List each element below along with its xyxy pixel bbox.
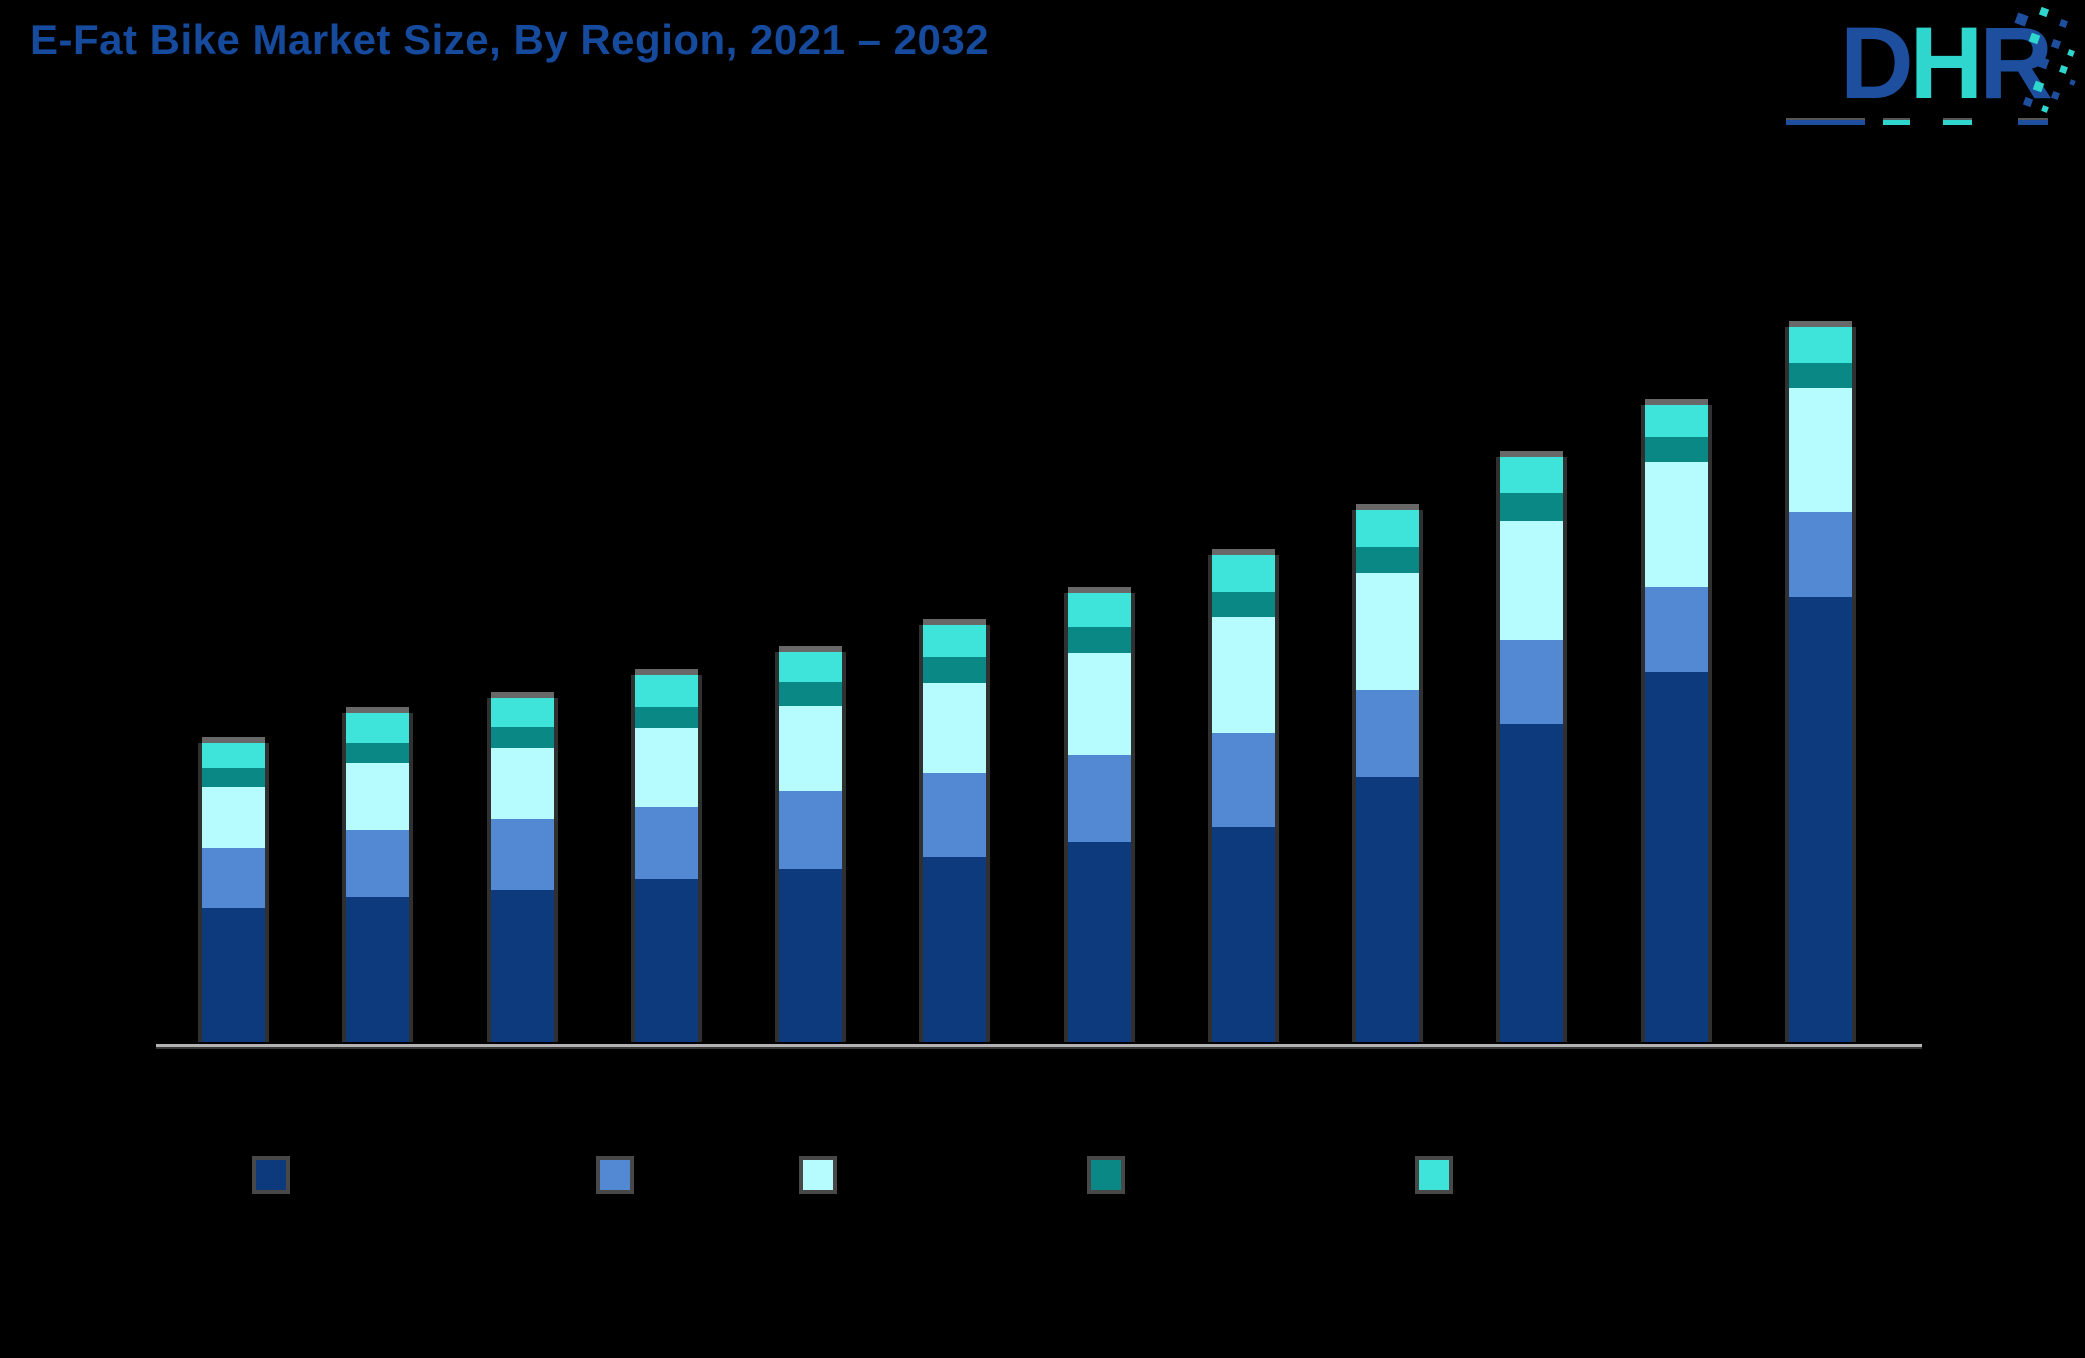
segment-series-pale-cyan-2030 <box>1500 521 1563 640</box>
logo-letter-d: D <box>1840 6 1914 120</box>
bar-2026 <box>923 625 986 1042</box>
logo-underline-segment <box>1883 120 1910 125</box>
segment-series-pale-cyan-2032 <box>1789 388 1852 512</box>
segment-series-teal-2028 <box>1212 592 1275 617</box>
segment-series-teal-2025 <box>779 682 842 706</box>
segment-series-pale-cyan-2021 <box>202 787 265 848</box>
bar-2023 <box>491 698 554 1042</box>
segment-series-pale-cyan-2024 <box>635 728 698 807</box>
segment-series-cornflower-2030 <box>1500 640 1563 724</box>
segment-series-turquoise-2026 <box>923 625 986 657</box>
segment-series-navy-2028 <box>1212 827 1275 1042</box>
segment-series-cornflower-2024 <box>635 807 698 879</box>
segment-series-navy-2029 <box>1356 777 1419 1042</box>
segment-series-navy-2032 <box>1789 597 1852 1042</box>
bar-2027 <box>1068 593 1131 1042</box>
segment-series-teal-2022 <box>346 743 409 763</box>
segment-series-teal-2021 <box>202 768 265 787</box>
bar-2030 <box>1500 457 1563 1042</box>
segment-series-pale-cyan-2022 <box>346 763 409 830</box>
segment-series-pale-cyan-2026 <box>923 683 986 773</box>
segment-series-teal-2032 <box>1789 363 1852 388</box>
segment-series-navy-2031 <box>1645 672 1708 1042</box>
segment-series-turquoise-2027 <box>1068 593 1131 627</box>
segment-series-turquoise-2031 <box>1645 405 1708 437</box>
x-axis-line <box>156 1044 1922 1047</box>
segment-series-cornflower-2026 <box>923 773 986 857</box>
segment-series-navy-2030 <box>1500 724 1563 1042</box>
segment-series-teal-2024 <box>635 707 698 728</box>
dhr-logo-letters: DHR <box>1840 6 2053 120</box>
segment-series-turquoise-2032 <box>1789 327 1852 363</box>
segment-series-cornflower-2025 <box>779 791 842 869</box>
segment-series-navy-2023 <box>491 890 554 1042</box>
segment-series-navy-2022 <box>346 897 409 1042</box>
segment-series-navy-2026 <box>923 857 986 1042</box>
segment-series-pale-cyan-2029 <box>1356 573 1419 690</box>
bar-2025 <box>779 652 842 1042</box>
segment-series-cornflower-2022 <box>346 830 409 897</box>
segment-series-cornflower-2028 <box>1212 733 1275 827</box>
segment-series-turquoise-2022 <box>346 713 409 743</box>
segment-series-turquoise-2029 <box>1356 510 1419 547</box>
segment-series-pale-cyan-2031 <box>1645 462 1708 587</box>
segment-series-teal-2029 <box>1356 547 1419 573</box>
dhr-logo: DHR <box>1786 6 2085 138</box>
segment-series-pale-cyan-2025 <box>779 706 842 791</box>
segment-series-pale-cyan-2027 <box>1068 653 1131 755</box>
segment-series-pale-cyan-2023 <box>491 748 554 819</box>
bar-2032 <box>1789 327 1852 1042</box>
segment-series-teal-2026 <box>923 657 986 683</box>
logo-letter-h: H <box>1909 6 1984 120</box>
legend-swatch-4 <box>1091 1160 1121 1190</box>
chart-title: E-Fat Bike Market Size, By Region, 2021 … <box>30 16 990 63</box>
segment-series-turquoise-2023 <box>491 698 554 727</box>
segment-series-cornflower-2031 <box>1645 587 1708 672</box>
segment-series-navy-2024 <box>635 879 698 1042</box>
bar-2028 <box>1212 555 1275 1042</box>
logo-underline-segment <box>1943 120 1972 125</box>
bar-2031 <box>1645 405 1708 1042</box>
segment-series-cornflower-2021 <box>202 848 265 908</box>
segment-series-navy-2021 <box>202 908 265 1042</box>
segment-series-teal-2027 <box>1068 627 1131 653</box>
bar-2021 <box>202 743 265 1042</box>
segment-series-cornflower-2027 <box>1068 755 1131 842</box>
segment-series-teal-2023 <box>491 727 554 748</box>
segment-series-pale-cyan-2028 <box>1212 617 1275 733</box>
segment-series-turquoise-2030 <box>1500 457 1563 493</box>
segment-series-teal-2030 <box>1500 493 1563 521</box>
bar-2029 <box>1356 510 1419 1042</box>
segment-series-teal-2031 <box>1645 437 1708 462</box>
segment-series-navy-2025 <box>779 869 842 1042</box>
logo-underline-segment <box>2018 120 2048 125</box>
segment-series-cornflower-2023 <box>491 819 554 890</box>
segment-series-cornflower-2032 <box>1789 512 1852 597</box>
legend-swatch-3 <box>803 1160 833 1190</box>
segment-series-turquoise-2024 <box>635 675 698 707</box>
bar-2022 <box>346 713 409 1042</box>
bar-2024 <box>635 675 698 1042</box>
segment-series-turquoise-2028 <box>1212 555 1275 592</box>
segment-series-turquoise-2025 <box>779 652 842 682</box>
segment-series-turquoise-2021 <box>202 743 265 768</box>
logo-underline-segment <box>1786 120 1865 125</box>
legend-swatch-2 <box>600 1160 630 1190</box>
legend-swatch-1 <box>256 1160 286 1190</box>
segment-series-navy-2027 <box>1068 842 1131 1042</box>
segment-series-cornflower-2029 <box>1356 690 1419 777</box>
legend-swatch-5 <box>1419 1160 1449 1190</box>
